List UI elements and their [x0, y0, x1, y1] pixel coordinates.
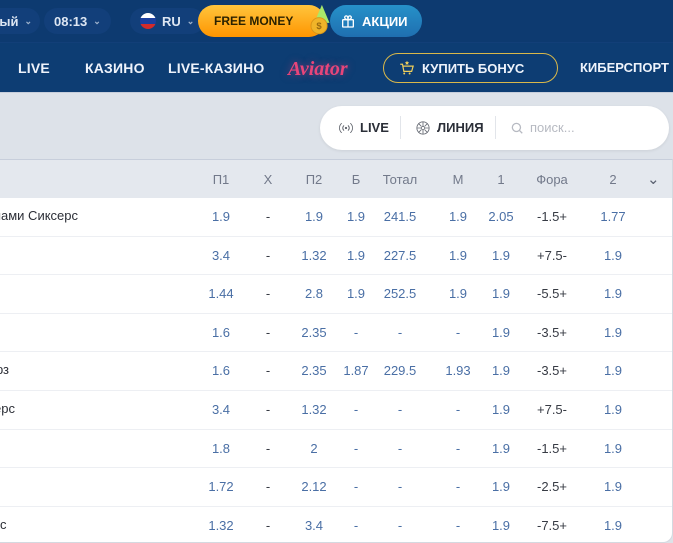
- svg-text:$: $: [316, 21, 322, 32]
